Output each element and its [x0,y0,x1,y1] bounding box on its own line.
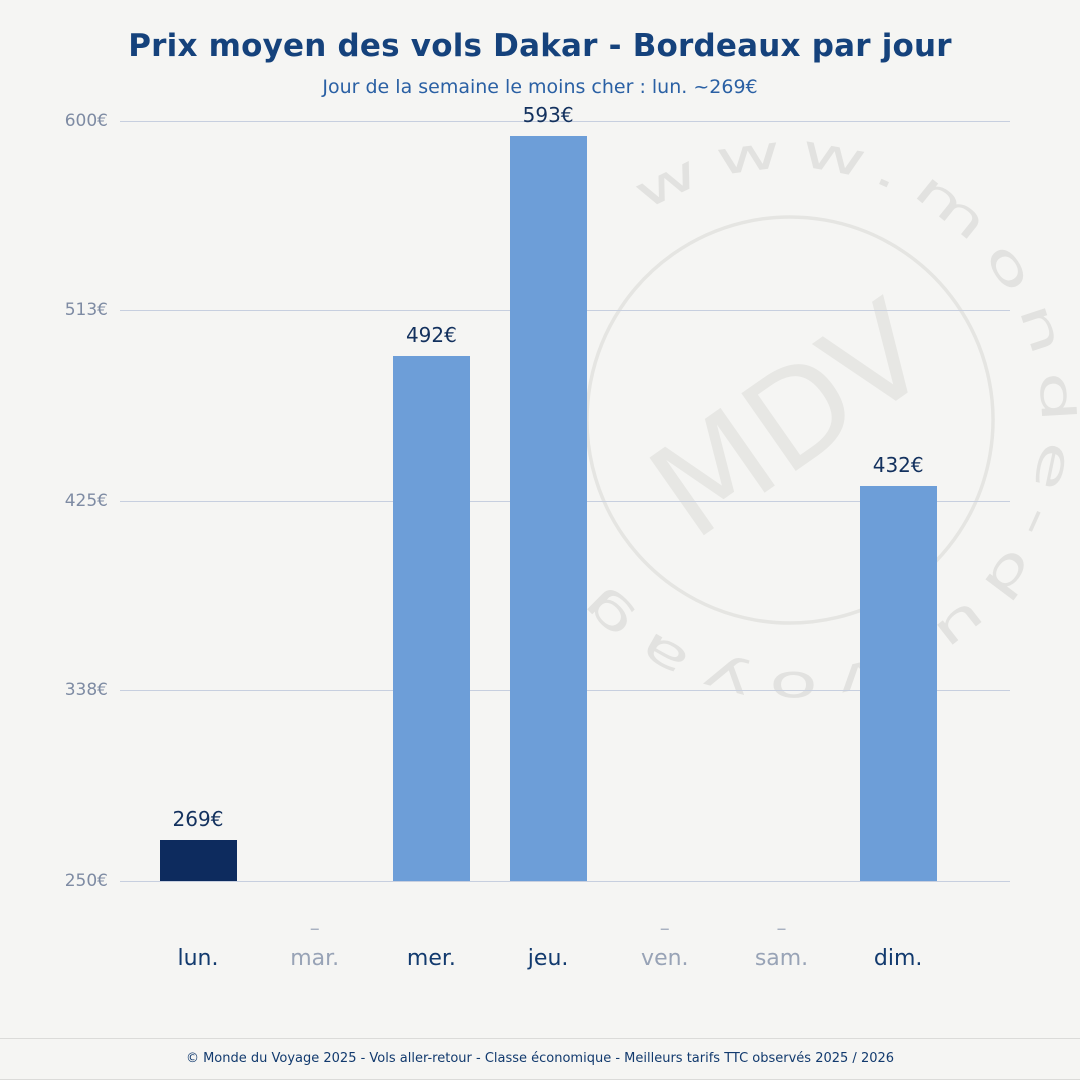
bar-value-label: 432€ [872,452,924,477]
footer: © Monde du Voyage 2025 - Vols aller-reto… [0,1038,1080,1080]
bar-lun [159,839,237,881]
bar-dim [859,485,937,881]
y-axis-label: 338€ [64,679,108,700]
bar-mer [392,355,470,881]
x-axis-label-mer: mer. [406,946,456,971]
footer-text: © Monde du Voyage 2025 - Vols aller-reto… [185,1051,895,1066]
bar-jeu [509,136,587,881]
y-axis-label: 425€ [64,491,108,511]
x-axis-label-jeu: jeu. [527,946,569,971]
footer-divider-top [0,1038,1080,1039]
x-axis-label-mar: mar. [290,946,340,971]
bar-value-label: 492€ [405,322,457,347]
no-data-marker: – [776,916,787,940]
gridline [120,881,1010,882]
bar-value-label: 593€ [522,103,574,128]
chart-subtitle: Jour de la semaine le moins cher : lun. … [322,76,758,98]
x-axis-label-sam: sam. [754,946,809,971]
x-axis-label-ven: ven. [641,946,689,971]
no-data-marker: – [309,916,320,940]
y-axis-label: 600€ [64,111,108,131]
gridline [120,121,1010,122]
chart-title: Prix moyen des vols Dakar - Bordeaux par… [128,28,952,64]
bar-value-label: 269€ [172,806,224,831]
y-axis-label: 250€ [64,871,108,891]
no-data-marker: – [659,916,670,940]
x-axis-label-lun: lun. [177,946,219,971]
y-axis-label: 513€ [64,299,108,320]
x-axis-label-dim: dim. [873,946,923,971]
